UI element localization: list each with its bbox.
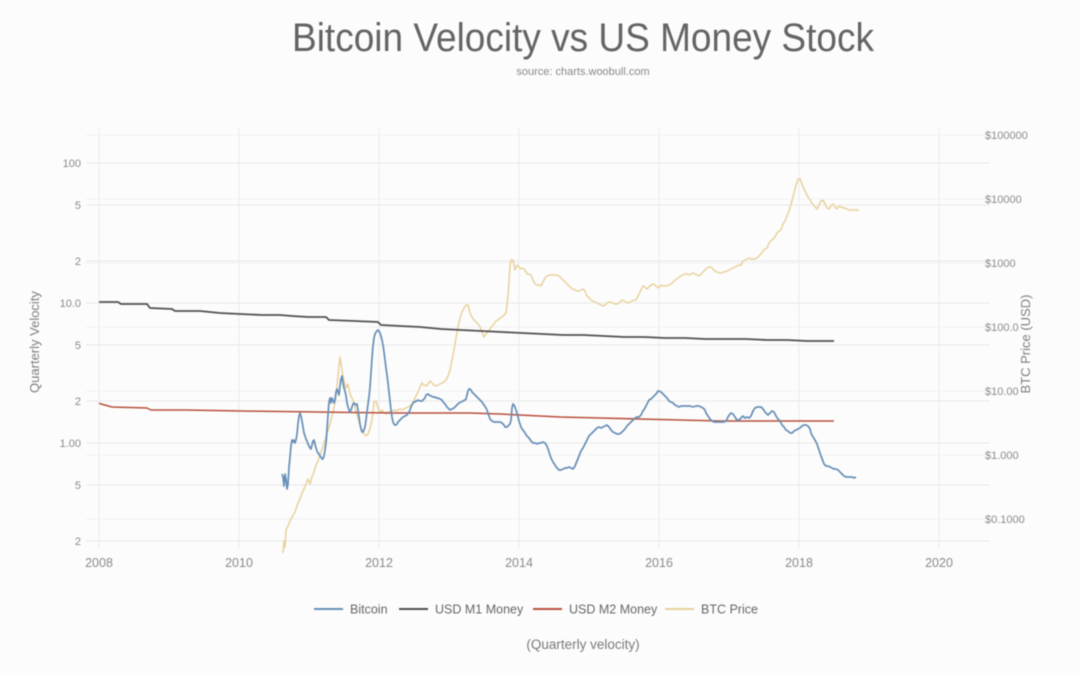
svg-text:$10.00: $10.00 xyxy=(985,386,1019,398)
svg-text:USD M1 Money: USD M1 Money xyxy=(435,603,524,617)
svg-text:2014: 2014 xyxy=(505,556,533,570)
svg-text:2016: 2016 xyxy=(645,556,673,570)
svg-text:2010: 2010 xyxy=(225,556,253,570)
svg-text:BTC Price: BTC Price xyxy=(701,603,758,617)
svg-text:$1.000: $1.000 xyxy=(985,450,1019,462)
svg-text:Quarterly Velocity: Quarterly Velocity xyxy=(27,291,42,393)
svg-text:2: 2 xyxy=(75,536,81,548)
svg-text:$100000: $100000 xyxy=(985,130,1028,142)
svg-text:1.00: 1.00 xyxy=(60,438,81,450)
svg-text:2018: 2018 xyxy=(785,556,813,570)
svg-text:5: 5 xyxy=(75,480,81,492)
svg-text:$0.1000: $0.1000 xyxy=(985,514,1025,526)
svg-text:$10000: $10000 xyxy=(985,194,1022,206)
svg-text:2012: 2012 xyxy=(365,556,393,570)
svg-text:100: 100 xyxy=(63,158,81,170)
svg-text:Bitcoin: Bitcoin xyxy=(350,603,388,617)
svg-text:5: 5 xyxy=(75,340,81,352)
svg-text:$100.0: $100.0 xyxy=(985,322,1019,334)
svg-text:10.0: 10.0 xyxy=(60,298,81,310)
svg-text:$1000: $1000 xyxy=(985,258,1016,270)
svg-text:2: 2 xyxy=(75,256,81,268)
svg-text:USD M2 Money: USD M2 Money xyxy=(569,603,658,617)
svg-text:BTC Price (USD): BTC Price (USD) xyxy=(1018,295,1033,394)
svg-text:2008: 2008 xyxy=(85,556,113,570)
svg-text:5: 5 xyxy=(75,200,81,212)
svg-text:2020: 2020 xyxy=(925,556,953,570)
svg-text:2: 2 xyxy=(75,396,81,408)
